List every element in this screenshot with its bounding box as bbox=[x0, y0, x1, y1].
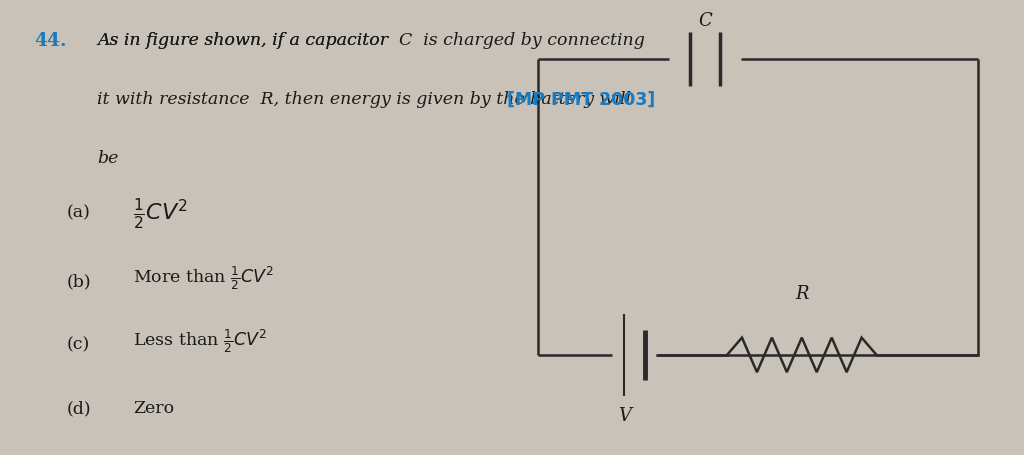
Text: $\frac{1}{2}CV^2$: $\frac{1}{2}CV^2$ bbox=[133, 196, 188, 231]
Text: (b): (b) bbox=[67, 273, 91, 290]
Text: C: C bbox=[698, 11, 712, 30]
Text: 44.: 44. bbox=[34, 32, 67, 50]
Text: (c): (c) bbox=[67, 337, 90, 354]
Text: (a): (a) bbox=[67, 205, 90, 222]
Text: Zero: Zero bbox=[133, 400, 174, 417]
Text: Less than $\frac{1}{2}CV^2$: Less than $\frac{1}{2}CV^2$ bbox=[133, 328, 267, 355]
Text: [MP PMT 2003]: [MP PMT 2003] bbox=[507, 91, 655, 109]
Text: V: V bbox=[617, 407, 631, 425]
Text: As in figure shown, if a capacitor: As in figure shown, if a capacitor bbox=[97, 32, 399, 49]
Text: R: R bbox=[795, 284, 809, 303]
Text: More than $\frac{1}{2}CV^2$: More than $\frac{1}{2}CV^2$ bbox=[133, 264, 274, 292]
Text: be: be bbox=[97, 150, 119, 167]
Text: it with resistance  R, then energy is given by the battery will: it with resistance R, then energy is giv… bbox=[97, 91, 631, 108]
Text: As in figure shown, if a capacitor  C  is charged by connecting: As in figure shown, if a capacitor C is … bbox=[97, 32, 645, 49]
Text: (d): (d) bbox=[67, 400, 91, 417]
